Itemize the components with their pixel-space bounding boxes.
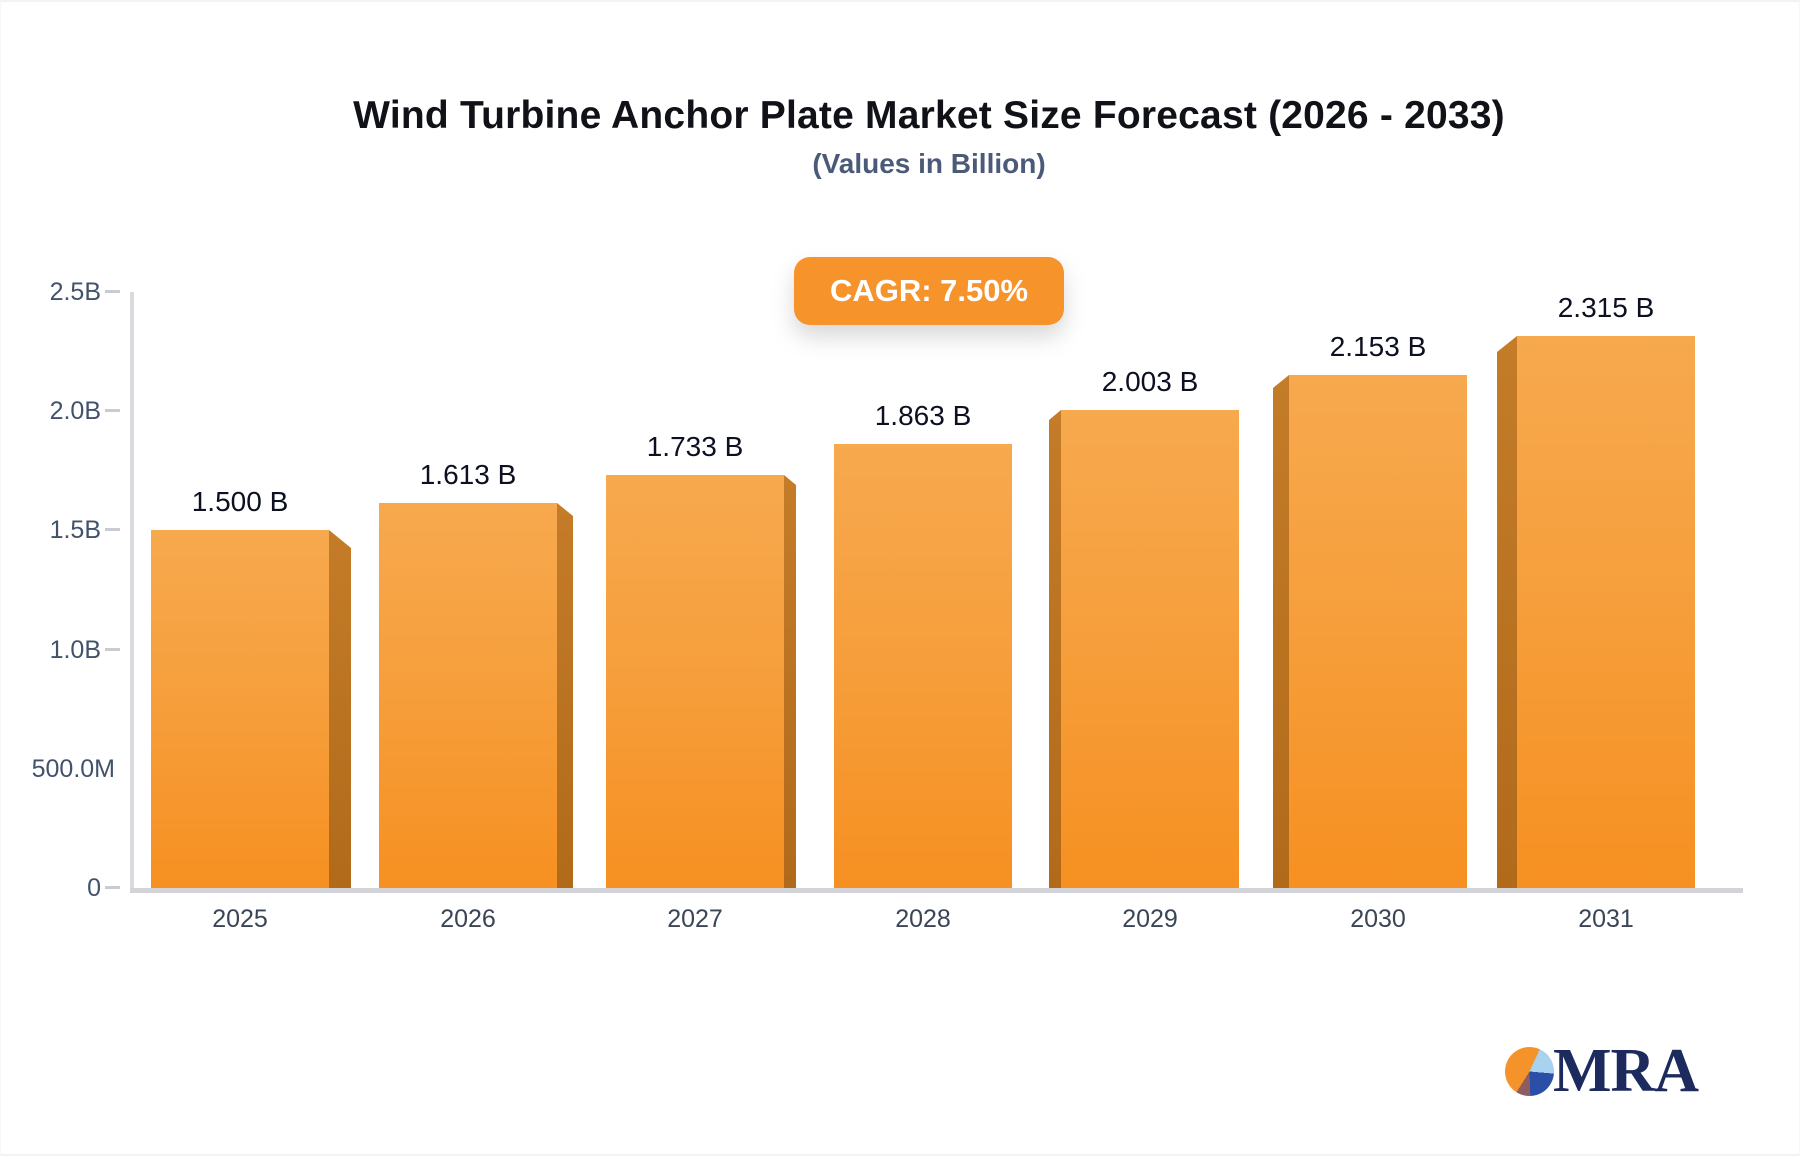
bar-value-label: 1.500 B	[191, 486, 289, 517]
bar-value-label: 2.003 B	[1101, 366, 1199, 397]
y-tick-label: 2.5B	[49, 278, 101, 306]
bar-side	[1497, 336, 1517, 890]
x-axis-label: 2028	[895, 905, 951, 933]
bar-value-label: 2.153 B	[1329, 331, 1427, 362]
bar-side	[1273, 375, 1289, 890]
bar	[606, 475, 784, 890]
y-axis-line	[130, 292, 134, 893]
y-tick-label: 1.5B	[49, 516, 101, 544]
bar	[1517, 336, 1695, 890]
bar-value-label: 2.315 B	[1557, 292, 1655, 323]
x-axis-label: 2025	[212, 905, 268, 933]
cagr-badge: CAGR: 7.50%	[794, 257, 1064, 325]
bar-value-label: 1.863 B	[874, 400, 972, 431]
pie-chart-icon	[1505, 1046, 1554, 1096]
mra-logo: MRA	[1505, 1037, 1699, 1105]
y-tick-mark	[105, 290, 120, 293]
y-tick-label: 1.0B	[49, 636, 101, 664]
bar	[1061, 410, 1239, 890]
x-axis-label: 2030	[1350, 905, 1406, 933]
bar	[834, 444, 1012, 890]
chart-subtitle: (Values in Billion)	[812, 148, 1046, 179]
y-tick-mark	[105, 886, 120, 889]
x-axis-line	[130, 888, 1743, 893]
y-tick-mark	[105, 528, 120, 531]
bar-value-label: 1.613 B	[419, 459, 517, 490]
bar	[151, 530, 329, 890]
logo-text: MRA	[1553, 1037, 1699, 1105]
bar	[1289, 375, 1467, 890]
y-tick-mark	[105, 409, 120, 412]
x-axis-label: 2026	[440, 905, 496, 933]
x-axis-label: 2031	[1578, 905, 1634, 933]
bar-side	[784, 475, 796, 890]
bar	[379, 503, 557, 890]
chart-title: Wind Turbine Anchor Plate Market Size Fo…	[353, 94, 1505, 137]
bar-side	[1049, 410, 1061, 890]
bar-value-label: 1.733 B	[646, 431, 744, 462]
y-tick-label: 2.0B	[49, 397, 101, 425]
bar-side	[557, 503, 573, 890]
y-tick-label: 0	[87, 874, 101, 902]
y-tick-label: 500.0M	[31, 755, 115, 783]
bar-side	[329, 530, 351, 890]
y-tick-mark	[105, 648, 120, 651]
x-axis-label: 2027	[667, 905, 723, 933]
x-axis-label: 2029	[1122, 905, 1178, 933]
